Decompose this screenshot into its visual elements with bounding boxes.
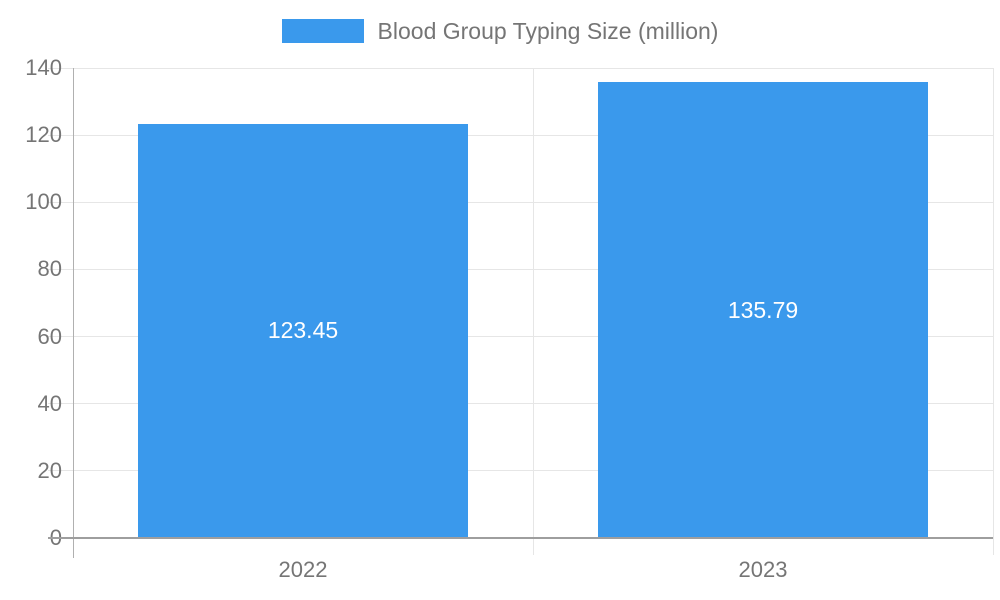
y-axis-tick-label: 40	[37, 390, 62, 416]
x-axis-tick-label: 2023	[738, 557, 788, 582]
gridline	[48, 268, 993, 270]
y-axis-line	[72, 68, 74, 558]
bar: 123.45	[138, 123, 468, 538]
gridline	[48, 470, 993, 472]
bar-value-label: 135.79	[727, 296, 799, 323]
legend-swatch	[281, 19, 364, 43]
x-axis-line	[48, 537, 993, 539]
y-axis-tick-label: 80	[37, 256, 62, 282]
legend: Blood Group Typing Size (million)	[0, 18, 1000, 44]
vertical-gridline	[532, 68, 534, 555]
legend-label: Blood Group Typing Size (million)	[377, 18, 719, 44]
gridline	[48, 134, 993, 136]
gridline	[48, 67, 993, 69]
y-axis-tick-label: 140	[25, 55, 62, 80]
y-axis-tick-label: 20	[37, 457, 62, 483]
gridline	[48, 336, 993, 338]
bar-value-label: 123.45	[267, 317, 339, 344]
bar: 135.79	[598, 82, 928, 538]
gridline	[48, 201, 993, 203]
y-axis-tick-label: 120	[25, 122, 62, 148]
vertical-gridline	[992, 68, 994, 555]
x-axis-tick-label: 2022	[278, 557, 328, 582]
y-axis-tick-label: 100	[25, 189, 62, 215]
gridline	[48, 403, 993, 405]
y-axis-tick-label: 60	[37, 323, 62, 349]
